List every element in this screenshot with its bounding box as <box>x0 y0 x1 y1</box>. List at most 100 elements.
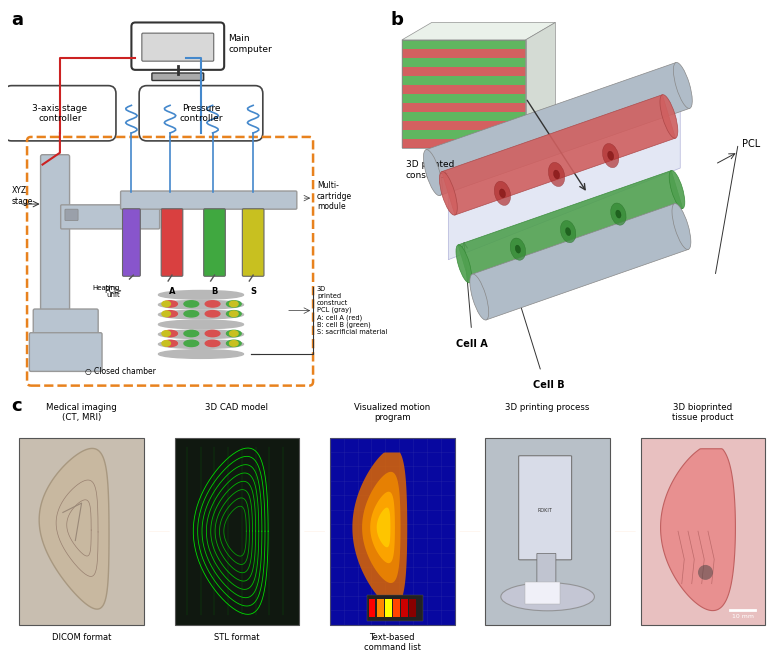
Polygon shape <box>402 103 526 112</box>
Text: STL format: STL format <box>214 633 260 642</box>
FancyBboxPatch shape <box>61 205 159 229</box>
FancyBboxPatch shape <box>409 599 416 617</box>
Ellipse shape <box>456 245 472 283</box>
Polygon shape <box>402 23 555 40</box>
Ellipse shape <box>162 341 178 347</box>
Polygon shape <box>402 49 526 58</box>
Ellipse shape <box>226 341 241 347</box>
Text: 10 mm: 10 mm <box>732 613 754 619</box>
Ellipse shape <box>548 163 565 187</box>
FancyBboxPatch shape <box>131 23 224 70</box>
Ellipse shape <box>499 189 506 198</box>
FancyBboxPatch shape <box>385 599 392 617</box>
FancyBboxPatch shape <box>175 438 299 625</box>
Ellipse shape <box>206 301 220 307</box>
Ellipse shape <box>162 341 170 346</box>
Text: ○ Closed chamber: ○ Closed chamber <box>85 367 156 376</box>
Ellipse shape <box>698 565 713 580</box>
Ellipse shape <box>162 310 178 317</box>
Ellipse shape <box>230 301 238 306</box>
FancyBboxPatch shape <box>401 599 408 617</box>
FancyBboxPatch shape <box>393 599 400 617</box>
Text: Heating
unit: Heating unit <box>93 285 120 298</box>
FancyBboxPatch shape <box>525 582 560 604</box>
Ellipse shape <box>510 238 526 260</box>
Ellipse shape <box>669 171 685 209</box>
Polygon shape <box>526 23 555 148</box>
Ellipse shape <box>206 310 220 317</box>
Polygon shape <box>402 112 526 120</box>
FancyBboxPatch shape <box>641 438 765 625</box>
Ellipse shape <box>158 340 243 349</box>
Ellipse shape <box>184 310 199 317</box>
Text: DICOM format: DICOM format <box>52 633 111 642</box>
Ellipse shape <box>501 583 594 611</box>
Polygon shape <box>442 95 676 215</box>
FancyBboxPatch shape <box>243 209 264 276</box>
FancyBboxPatch shape <box>367 595 424 621</box>
Ellipse shape <box>184 330 199 337</box>
Ellipse shape <box>184 301 199 307</box>
FancyBboxPatch shape <box>537 553 556 587</box>
Text: c: c <box>12 397 22 415</box>
Polygon shape <box>370 492 395 563</box>
FancyBboxPatch shape <box>4 86 116 141</box>
Text: A: A <box>169 287 175 296</box>
Ellipse shape <box>560 221 576 243</box>
Ellipse shape <box>158 290 243 299</box>
Ellipse shape <box>162 301 178 307</box>
Text: a: a <box>12 11 24 29</box>
Ellipse shape <box>424 150 442 195</box>
Polygon shape <box>426 63 690 195</box>
FancyBboxPatch shape <box>65 209 78 221</box>
Polygon shape <box>661 449 735 611</box>
FancyBboxPatch shape <box>369 599 376 617</box>
Ellipse shape <box>553 170 560 179</box>
Text: 3D CAD model: 3D CAD model <box>206 403 268 411</box>
Ellipse shape <box>608 151 614 160</box>
Ellipse shape <box>158 320 243 328</box>
Text: Pore (microchannel): Pore (microchannel) <box>593 208 683 245</box>
Ellipse shape <box>672 203 691 250</box>
FancyBboxPatch shape <box>122 209 140 276</box>
FancyBboxPatch shape <box>40 155 70 316</box>
Ellipse shape <box>611 203 626 225</box>
Polygon shape <box>458 171 683 283</box>
Ellipse shape <box>158 330 243 339</box>
Polygon shape <box>376 508 390 547</box>
Ellipse shape <box>660 94 678 138</box>
Polygon shape <box>402 138 526 148</box>
FancyBboxPatch shape <box>121 191 297 209</box>
Ellipse shape <box>162 301 170 306</box>
Polygon shape <box>352 452 407 607</box>
Text: PCL: PCL <box>104 286 117 296</box>
Ellipse shape <box>230 341 238 346</box>
Polygon shape <box>402 58 526 67</box>
Text: Multi-
cartridge
module: Multi- cartridge module <box>317 181 352 211</box>
FancyBboxPatch shape <box>19 438 144 625</box>
Polygon shape <box>402 76 526 85</box>
Ellipse shape <box>162 311 170 316</box>
FancyBboxPatch shape <box>330 438 455 625</box>
Ellipse shape <box>439 171 458 215</box>
Text: Main
computer: Main computer <box>228 35 272 54</box>
FancyBboxPatch shape <box>139 86 263 141</box>
Ellipse shape <box>158 300 243 309</box>
Text: 3-axis stage
controller: 3-axis stage controller <box>32 104 87 123</box>
Ellipse shape <box>226 310 241 317</box>
Ellipse shape <box>470 274 489 320</box>
Ellipse shape <box>162 330 178 337</box>
Polygon shape <box>472 203 689 320</box>
Ellipse shape <box>230 311 238 316</box>
Ellipse shape <box>206 341 220 347</box>
Ellipse shape <box>230 330 238 337</box>
Text: Cell A: Cell A <box>455 339 488 349</box>
Ellipse shape <box>184 341 199 347</box>
Text: 3D bioprinted
tissue product: 3D bioprinted tissue product <box>673 403 734 422</box>
Ellipse shape <box>566 227 570 235</box>
Text: Pressure
controller: Pressure controller <box>179 104 223 123</box>
Text: XYZ
stage: XYZ stage <box>12 187 33 206</box>
Ellipse shape <box>673 62 693 108</box>
Ellipse shape <box>494 181 511 205</box>
Ellipse shape <box>226 330 241 337</box>
